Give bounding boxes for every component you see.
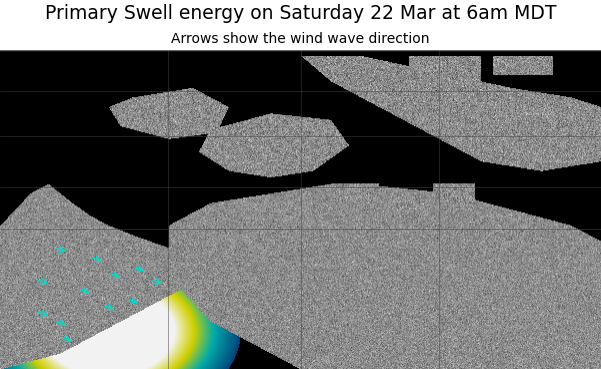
Text: Arrows show the wind wave direction: Arrows show the wind wave direction xyxy=(171,32,430,46)
Text: Primary Swell energy on Saturday 22 Mar at 6am MDT: Primary Swell energy on Saturday 22 Mar … xyxy=(44,4,557,24)
